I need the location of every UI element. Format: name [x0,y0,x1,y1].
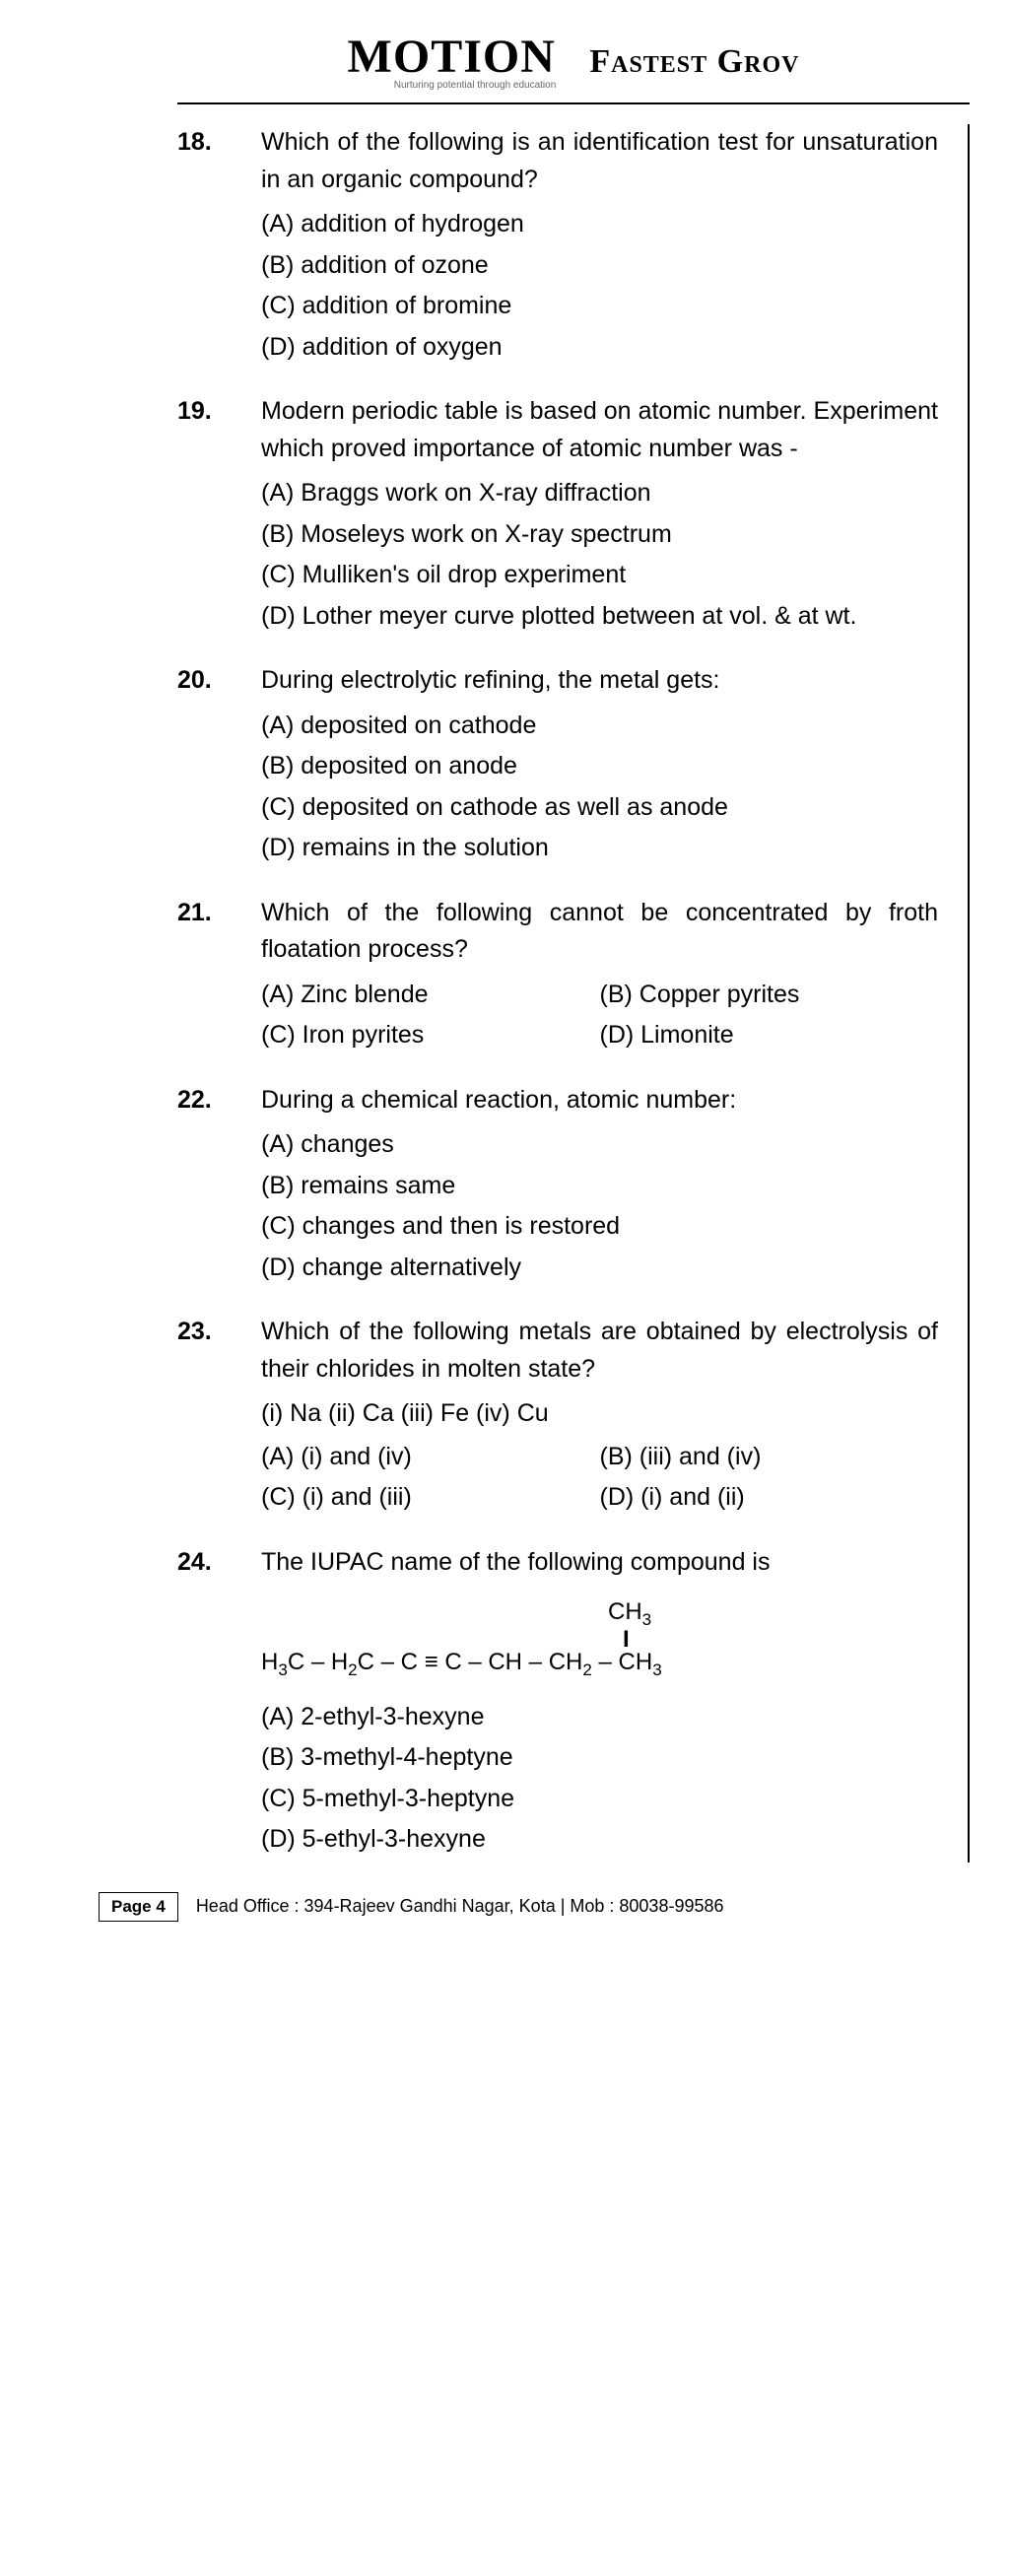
question-option: (D) change alternatively [261,1250,938,1287]
question-option: (B) (iii) and (iv) [600,1439,939,1476]
question-number: 18. [177,124,261,370]
question-stem: Which of the following is an identificat… [261,124,938,198]
question-option: (C) changes and then is restored [261,1208,938,1246]
question-option: (A) changes [261,1126,938,1164]
question-number: 24. [177,1544,261,1863]
questions-content: 18.Which of the following is an identifi… [39,124,970,1863]
question-options: (A) (i) and (iv)(B) (iii) and (iv)(C) (i… [261,1439,938,1521]
page-number-box: Page 4 [99,1892,178,1922]
question: 19.Modern periodic table is based on ato… [177,393,938,639]
footer-address: Head Office : 394-Rajeev Gandhi Nagar, K… [196,1896,724,1917]
question-number: 20. [177,662,261,871]
header: MOTION Fastest Grov Nurturing potential … [177,30,970,104]
question-option: (A) 2-ethyl-3-hexyne [261,1699,938,1736]
question-body: Which of the following metals are obtain… [261,1314,938,1521]
question-option: (B) addition of ozone [261,247,938,285]
question-option: (A) deposited on cathode [261,708,938,745]
question-stem: During a chemical reaction, atomic numbe… [261,1082,938,1119]
question-body: During electrolytic refining, the metal … [261,662,938,871]
question-options: (A) addition of hydrogen (B) addition of … [261,206,938,366]
question-option: (D) remains in the solution [261,830,938,867]
question: 24.The IUPAC name of the following compo… [177,1544,938,1863]
question: 21.Which of the following cannot be conc… [177,895,938,1058]
question-option: (B) remains same [261,1168,938,1205]
header-slogan: Fastest Grov [589,43,799,80]
question-option: (C) Mulliken's oil drop experiment [261,557,938,594]
question-options: (A) Braggs work on X-ray diffraction (B) … [261,475,938,635]
question-option: (C) (i) and (iii) [261,1479,600,1517]
question-option: (D) 5-ethyl-3-hexyne [261,1821,938,1859]
question-body: The IUPAC name of the following compound… [261,1544,938,1863]
question: 18.Which of the following is an identifi… [177,124,938,370]
question-options: (A) deposited on cathode(B) deposited on… [261,708,938,867]
question-stem: The IUPAC name of the following compound… [261,1544,938,1582]
question-number: 23. [177,1314,261,1521]
question-number: 21. [177,895,261,1058]
question-body: Which of the following is an identificat… [261,124,938,370]
question: 20.During electrolytic refining, the met… [177,662,938,871]
question-stem: Which of the following metals are obtain… [261,1314,938,1388]
question-number: 22. [177,1082,261,1291]
question-option: (B) 3-methyl-4-heptyne [261,1739,938,1777]
question-option: (C) Iron pyrites [261,1017,600,1054]
question-option: (C) 5-methyl-3-heptyne [261,1781,938,1818]
question-option: (C) addition of bromine [261,288,938,325]
header-tagline: Nurturing potential through education [0,80,970,91]
question-number: 19. [177,393,261,639]
question-option: (B) Copper pyrites [600,977,939,1014]
question-option: (A) Braggs work on X-ray diffraction [261,475,938,512]
question: 22.During a chemical reaction, atomic nu… [177,1082,938,1291]
question-option: (B) deposited on anode [261,748,938,785]
question-option: (D) Lother meyer curve plotted between a… [261,598,938,636]
brand-logo: MOTION [348,30,556,84]
question-body: Modern periodic table is based on atomic… [261,393,938,639]
question-option: (D) (i) and (ii) [600,1479,939,1517]
question-option: (C) deposited on cathode as well as anod… [261,789,938,827]
question-stem: Modern periodic table is based on atomic… [261,393,938,467]
question-options: (A) changes (B) remains same(C) changes a… [261,1126,938,1286]
question: 23.Which of the following metals are obt… [177,1314,938,1521]
question-option: (A) (i) and (iv) [261,1439,600,1476]
question-options: (A) Zinc blende(B) Copper pyrites(C) Iro… [261,977,938,1058]
question-stem: During electrolytic refining, the metal … [261,662,938,700]
chemical-formula: CH3IH3C – H2C – C ≡ C – CH – CH2 – CH3 [261,1598,938,1681]
question-option: (B) Moseleys work on X-ray spectrum [261,516,938,554]
footer: Page 4 Head Office : 394-Rajeev Gandhi N… [39,1892,970,1922]
question-stem: Which of the following cannot be concent… [261,895,938,969]
question-body: Which of the following cannot be concent… [261,895,938,1058]
question-option: (D) addition of oxygen [261,329,938,367]
question-option: (A) Zinc blende [261,977,600,1014]
question-sublist: (i) Na (ii) Ca (iii) Fe (iv) Cu [261,1395,938,1433]
question-option: (A) addition of hydrogen [261,206,938,243]
question-options: (A) 2-ethyl-3-hexyne(B) 3-methyl-4-hepty… [261,1699,938,1859]
question-body: During a chemical reaction, atomic numbe… [261,1082,938,1291]
question-option: (D) Limonite [600,1017,939,1054]
